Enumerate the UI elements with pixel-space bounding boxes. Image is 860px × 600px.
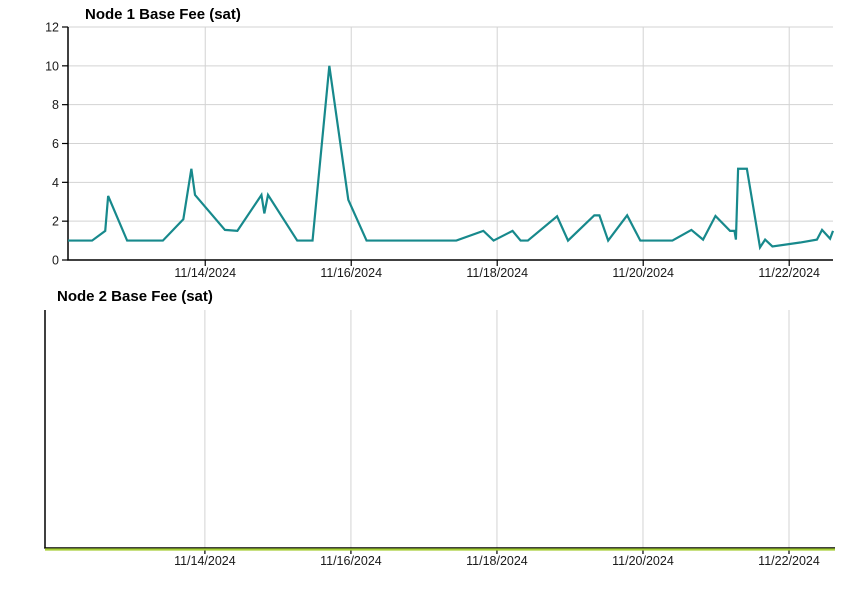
series-line-1 (68, 65, 835, 251)
y-tick-label: 6 (52, 137, 59, 151)
y-tick-label: 0 (52, 254, 59, 268)
x-tick-label: 11/14/2024 (174, 554, 236, 568)
node2-chart-title: Node 2 Base Fee (sat) (57, 288, 213, 305)
x-tick-label: 11/18/2024 (466, 554, 528, 568)
x-tick-label: 11/14/2024 (174, 266, 236, 280)
x-tick-label: 11/16/2024 (320, 554, 382, 568)
x-tick-label: 11/20/2024 (612, 266, 674, 280)
x-tick-label: 11/18/2024 (466, 266, 528, 280)
x-tick-label: 11/20/2024 (612, 554, 674, 568)
y-tick-label: 8 (52, 98, 59, 112)
y-tick-label: 4 (52, 176, 59, 190)
y-tick-label: 10 (45, 59, 59, 73)
x-tick-label: 11/22/2024 (758, 266, 820, 280)
x-tick-label: 11/16/2024 (320, 266, 382, 280)
x-tick-label: 11/22/2024 (758, 554, 820, 568)
node1-chart-title: Node 1 Base Fee (sat) (85, 6, 241, 23)
y-tick-label: 2 (52, 215, 59, 229)
y-tick-label: 12 (45, 21, 59, 35)
